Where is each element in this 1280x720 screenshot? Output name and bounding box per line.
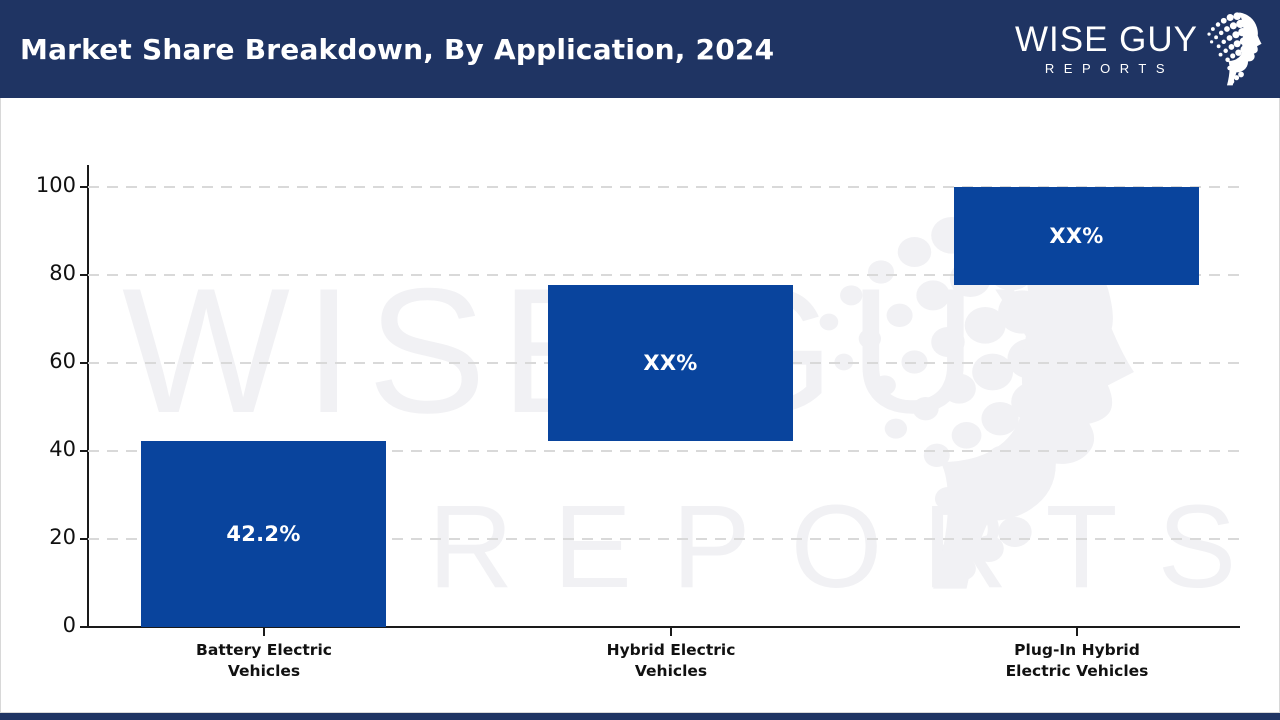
- gridline-40: [88, 450, 1240, 452]
- wiseguy-logo-text: WISE GUY REPORTS: [1015, 22, 1198, 76]
- y-axis-line: [87, 165, 89, 628]
- category-label-line: Hybrid Electric: [606, 641, 736, 659]
- gridline-20: [88, 538, 1240, 540]
- y-tick-mark: [80, 274, 87, 276]
- category-label-line: Electric Vehicles: [1005, 662, 1149, 681]
- header-bar: Market Share Breakdown, By Application, …: [0, 0, 1280, 98]
- category-label: Hybrid Electric Vehicles: [521, 640, 821, 683]
- category-label: Plug-In Hybrid Electric Vehicles: [927, 640, 1227, 683]
- category-label-line: Battery Electric: [196, 641, 332, 659]
- bar-segment: XX%: [954, 187, 1199, 286]
- gridline-80: [88, 274, 1240, 276]
- wiseguy-dotted-head-icon: [1207, 11, 1262, 85]
- y-tick-label: 100: [35, 173, 76, 197]
- y-tick-label: 20: [49, 525, 76, 549]
- y-tick-label: 0: [62, 613, 76, 637]
- gridline-100: [88, 186, 1240, 188]
- x-tick-mark: [263, 628, 265, 636]
- bar-value-label: XX%: [643, 351, 698, 376]
- bar-value-label: 42.2%: [226, 522, 301, 547]
- x-tick-mark: [670, 628, 672, 636]
- y-tick-label: 60: [49, 349, 76, 373]
- footer-accent-strip: [0, 713, 1280, 720]
- y-tick-mark: [80, 186, 87, 188]
- bar-segment: 42.2%: [141, 441, 386, 627]
- y-tick-mark: [80, 538, 87, 540]
- y-tick-label: 40: [49, 437, 76, 461]
- y-tick-mark: [80, 450, 87, 452]
- x-tick-mark: [1076, 628, 1078, 636]
- wiseguy-logo-wordmark: WISE GUY: [1014, 20, 1198, 59]
- category-label-line: Vehicles: [227, 662, 301, 681]
- bar-value-label: XX%: [1049, 224, 1104, 249]
- y-tick-label: 80: [49, 261, 76, 285]
- x-axis-line: [87, 626, 1240, 628]
- chart-title: Market Share Breakdown, By Application, …: [20, 32, 775, 66]
- category-label-line: Plug-In Hybrid: [1014, 641, 1140, 659]
- wiseguy-logo: WISE GUY REPORTS: [1015, 11, 1280, 88]
- category-label: Battery Electric Vehicles: [114, 640, 414, 683]
- y-tick-mark: [80, 362, 87, 364]
- wiseguy-logo-subtext: REPORTS: [1044, 61, 1175, 76]
- bar-segment: XX%: [548, 285, 793, 442]
- y-tick-mark: [80, 626, 87, 628]
- category-label-line: Vehicles: [634, 662, 708, 681]
